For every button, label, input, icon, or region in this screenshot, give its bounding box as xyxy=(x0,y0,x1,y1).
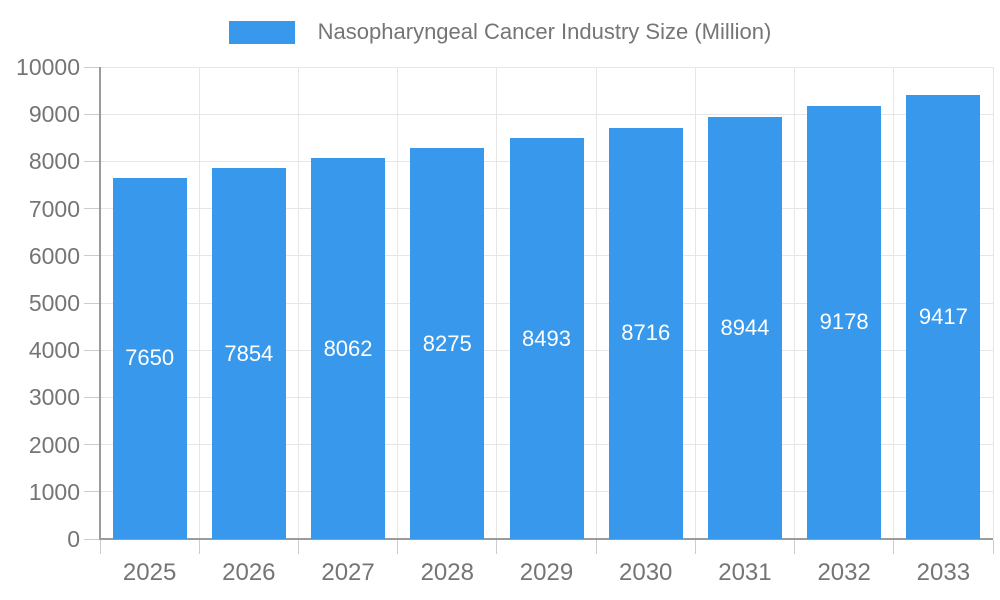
y-axis-label: 6000 xyxy=(28,242,80,269)
y-axis-label: 8000 xyxy=(28,148,80,175)
x-axis-label: 2029 xyxy=(519,559,574,586)
gridline-vertical xyxy=(694,67,696,539)
gridline-vertical xyxy=(198,67,200,539)
bar-value-label: 8062 xyxy=(323,335,373,361)
y-axis-label: 10000 xyxy=(16,54,80,80)
y-axis-label: 9000 xyxy=(28,101,80,128)
bar-value-label: 7854 xyxy=(224,340,274,366)
bar[interactable] xyxy=(509,138,584,539)
y-axis-label: 7000 xyxy=(28,195,80,222)
y-axis-tick xyxy=(84,113,100,115)
y-axis-line xyxy=(99,67,101,540)
x-axis-tick xyxy=(794,540,796,554)
y-axis-tick xyxy=(84,444,100,446)
x-axis-tick xyxy=(397,540,399,554)
bar[interactable] xyxy=(608,127,683,539)
y-axis-label: 2000 xyxy=(28,431,80,458)
gridline-horizontal xyxy=(100,66,993,68)
y-axis-tick xyxy=(84,396,100,398)
y-axis-label: 5000 xyxy=(28,290,80,316)
bar[interactable] xyxy=(311,158,386,539)
x-axis-tick xyxy=(893,540,895,554)
legend-label: Nasopharyngeal Cancer Industry Size (Mil… xyxy=(317,19,772,44)
bar[interactable] xyxy=(211,168,286,539)
x-axis-tick xyxy=(595,540,597,554)
bar[interactable] xyxy=(410,148,485,539)
y-axis-label: 1000 xyxy=(28,478,80,505)
bar-value-label: 8944 xyxy=(720,314,770,340)
y-axis-label: 3000 xyxy=(28,384,80,411)
x-axis-line xyxy=(100,538,993,540)
gridline-vertical xyxy=(893,67,895,539)
x-axis-label: 2033 xyxy=(916,559,971,586)
x-axis-label: 2026 xyxy=(222,559,276,586)
y-axis-label: 0 xyxy=(67,526,80,552)
y-axis-tick xyxy=(84,491,100,493)
x-axis-tick xyxy=(992,540,994,554)
y-axis-tick xyxy=(84,208,100,210)
x-axis-label: 2027 xyxy=(321,559,375,586)
x-axis-tick xyxy=(198,540,200,554)
y-axis-tick xyxy=(84,160,100,162)
legend: Nasopharyngeal Cancer Industry Size (Mil… xyxy=(0,19,1000,45)
x-axis-tick xyxy=(297,540,299,554)
bar-value-label: 8275 xyxy=(422,330,472,356)
bar[interactable] xyxy=(906,94,981,539)
x-axis-tick xyxy=(496,540,498,554)
gridline-vertical xyxy=(595,67,597,539)
x-axis-tick xyxy=(694,540,696,554)
gridline-horizontal xyxy=(100,113,993,115)
bar-value-label: 9417 xyxy=(918,303,968,329)
bar-value-label: 9178 xyxy=(819,309,869,335)
legend-swatch xyxy=(228,20,295,44)
gridline-vertical xyxy=(297,67,299,539)
bar-value-label: 7650 xyxy=(125,345,175,371)
x-axis-label: 2032 xyxy=(817,559,871,586)
y-axis-tick xyxy=(84,302,100,304)
gridline-vertical xyxy=(794,67,796,539)
y-axis-tick xyxy=(84,349,100,351)
bar[interactable] xyxy=(807,105,882,539)
x-axis-label: 2025 xyxy=(122,559,177,586)
x-axis-label: 2030 xyxy=(619,559,673,586)
gridline-vertical xyxy=(397,67,399,539)
gridline-vertical xyxy=(992,67,994,539)
x-axis-label: 2031 xyxy=(718,559,772,586)
y-axis-tick xyxy=(84,538,100,540)
bar[interactable] xyxy=(707,116,782,539)
y-axis-tick xyxy=(84,255,100,257)
x-axis-label: 2028 xyxy=(420,559,474,586)
y-axis-tick xyxy=(84,66,100,68)
y-axis-label: 4000 xyxy=(28,337,80,364)
gridline-vertical xyxy=(496,67,498,539)
bar[interactable] xyxy=(112,177,187,539)
bar-value-label: 8716 xyxy=(621,320,671,346)
legend-item[interactable]: Nasopharyngeal Cancer Industry Size (Mil… xyxy=(228,19,772,45)
bar-value-label: 8493 xyxy=(522,325,571,351)
x-axis-tick xyxy=(99,540,101,554)
